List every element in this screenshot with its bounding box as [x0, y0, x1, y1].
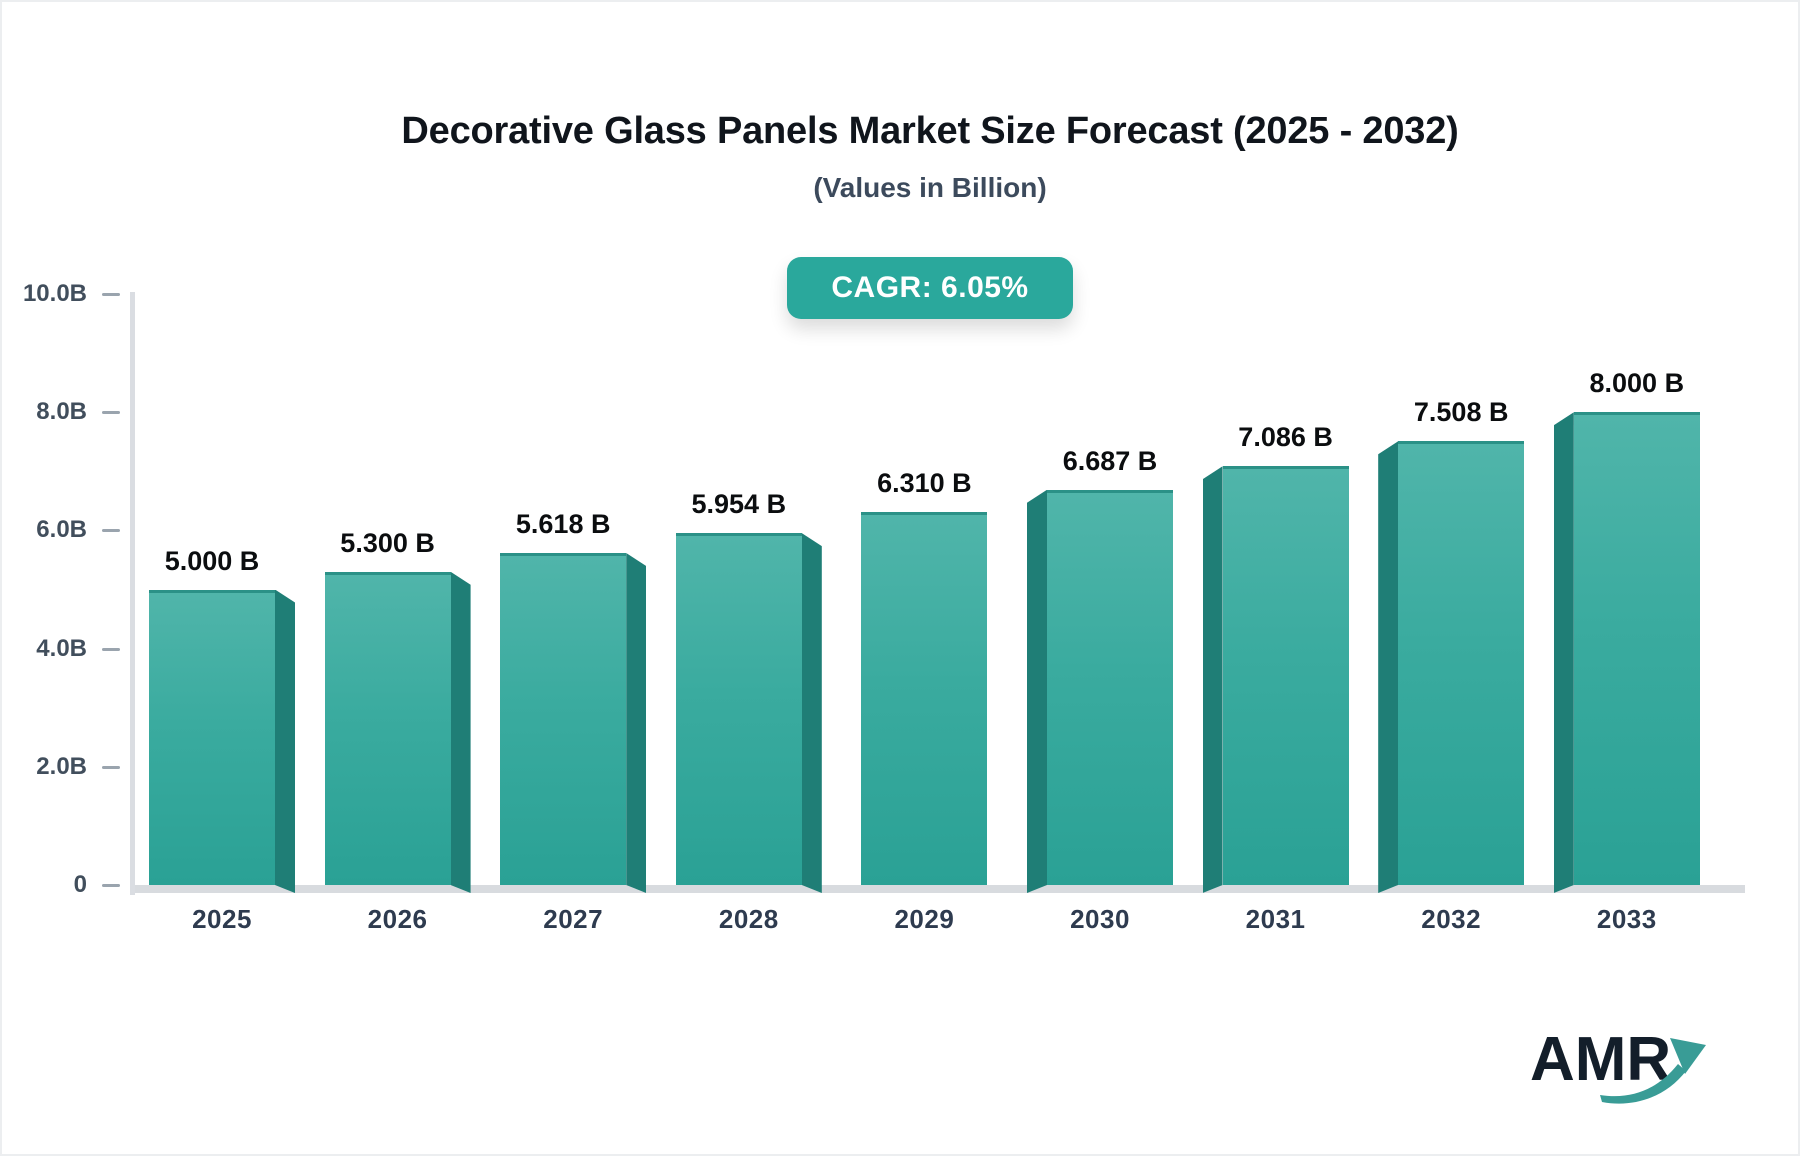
bar-value-label: 5.954 B	[691, 489, 787, 520]
x-axis-label: 2026	[367, 904, 428, 934]
bar-front-face	[1398, 441, 1525, 885]
bar-side-face	[275, 590, 295, 894]
y-axis-label: 0	[73, 871, 87, 898]
bar-side-face	[626, 553, 646, 893]
bar-side-face	[451, 572, 471, 893]
bar-front-face	[675, 533, 802, 885]
y-axis-tick	[102, 529, 120, 533]
x-axis-label: 2031	[1245, 904, 1306, 934]
bar-front-face	[861, 512, 988, 885]
x-axis-label: 2030	[1070, 904, 1130, 934]
bar-front-face	[1047, 489, 1173, 885]
bar-value-label: 6.310 B	[877, 468, 972, 499]
y-axis-label: 2.0B	[36, 752, 87, 780]
bar-side-face	[1554, 412, 1574, 893]
y-axis-tick	[102, 293, 120, 296]
bar-value-label: 7.508 B	[1413, 397, 1509, 428]
bar-front-face	[500, 552, 627, 885]
amr-logo: AMR	[1524, 1024, 1744, 1119]
amr-logo-text: AMR	[1530, 1025, 1672, 1094]
y-axis-label: 10.0B	[22, 280, 87, 307]
bar-front-face	[1222, 466, 1349, 885]
bar-side-face	[1203, 466, 1223, 893]
x-axis-label: 2032	[1421, 904, 1482, 934]
chart-subtitle: (Values in Billion)	[813, 172, 1047, 203]
y-axis-line	[130, 292, 135, 895]
x-axis-label: 2025	[192, 904, 252, 934]
bar-front-face	[149, 589, 275, 885]
x-axis-label: 2033	[1596, 904, 1657, 934]
bar-side-face	[1378, 441, 1398, 893]
y-axis-label: 8.0B	[36, 398, 87, 426]
y-axis-label: 6.0B	[36, 516, 87, 544]
bar-value-label: 6.687 B	[1062, 445, 1158, 476]
y-axis-tick	[102, 411, 120, 415]
bar-side-face	[802, 533, 822, 893]
bar-value-label: 8.000 B	[1589, 368, 1685, 399]
bar-value-label: 5.618 B	[515, 508, 611, 539]
bar-value-label: 5.000 B	[164, 545, 260, 576]
x-axis-label: 2029	[894, 904, 955, 934]
bar-side-face	[1027, 490, 1047, 893]
y-axis-tick	[102, 647, 120, 651]
x-axis-label: 2027	[543, 904, 604, 934]
bar-value-label: 5.300 B	[340, 527, 435, 558]
bar-front-face	[324, 571, 451, 885]
y-axis-label: 4.0B	[36, 634, 87, 662]
bar-value-label: 7.086 B	[1238, 422, 1333, 453]
y-axis-tick	[102, 765, 120, 769]
cagr-badge: CAGR: 6.05%	[787, 257, 1073, 319]
growth-arrow-icon	[1600, 1038, 1706, 1104]
y-axis-tick	[102, 884, 120, 887]
x-axis-baseline	[135, 885, 1745, 893]
cagr-badge-row: CAGR: 6.05%	[135, 257, 1725, 319]
bar-front-face	[1573, 412, 1700, 885]
x-axis-label: 2028	[718, 904, 779, 934]
chart-title: Decorative Glass Panels Market Size Fore…	[401, 110, 1459, 152]
